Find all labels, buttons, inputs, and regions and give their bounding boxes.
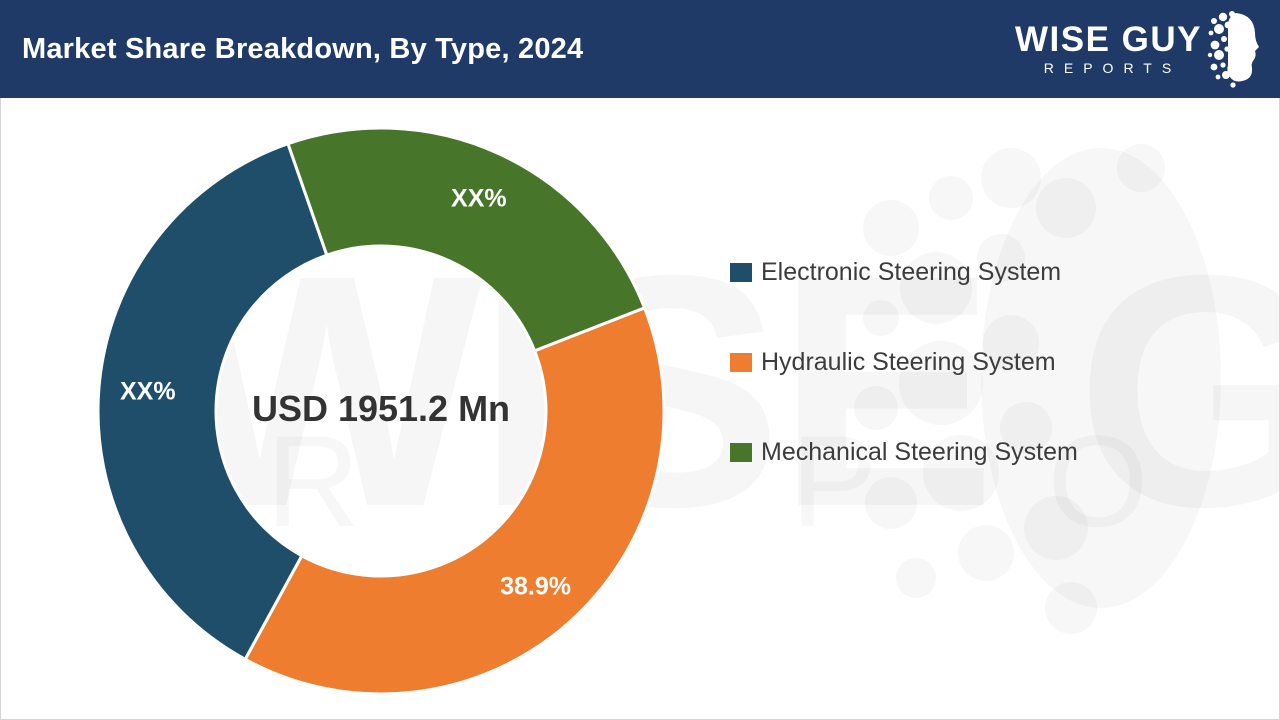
page-title: Market Share Breakdown, By Type, 2024	[22, 32, 584, 65]
segment-value-label: 38.9%	[500, 573, 571, 601]
logo-subtitle: REPORTS	[1043, 60, 1182, 76]
donut-chart: XX% 38.9% XX%	[96, 126, 666, 696]
legend-label: Hydraulic Steering System	[761, 347, 1056, 376]
donut-segment-hydraulic-steering-system	[243, 305, 666, 696]
chart-area: WISE GUY R E P O R T S XX%38.9%XX% USD 1…	[0, 98, 1280, 720]
logo-wordmark: WISE GUY	[1014, 20, 1202, 59]
legend-label: Mechanical Steering System	[761, 437, 1078, 466]
legend-swatch-electronic	[730, 262, 752, 282]
legend: Electronic Steering System Hydraulic Ste…	[730, 258, 1078, 528]
legend-item-hydraulic-steering-system: Hydraulic Steering System	[730, 348, 1078, 376]
legend-item-electronic-steering-system: Electronic Steering System	[730, 258, 1078, 286]
legend-label: Electronic Steering System	[761, 257, 1062, 286]
brand-logo-text: WISE GUY REPORTS	[1015, 22, 1202, 76]
donut-center-value: USD 1951.2 Mn	[251, 388, 511, 429]
legend-swatch-mechanical	[730, 442, 752, 462]
legend-item-mechanical-steering-system: Mechanical Steering System	[730, 438, 1078, 466]
donut-segment-electronic-steering-system	[96, 141, 329, 662]
legend-swatch-hydraulic	[730, 352, 752, 372]
segment-value-label: XX%	[451, 184, 507, 212]
donut-segment-mechanical-steering-system	[286, 126, 647, 353]
logo-head-icon	[1207, 11, 1259, 88]
header: Market Share Breakdown, By Type, 2024 WI…	[0, 0, 1280, 98]
brand-logo: WISE GUY REPORTS	[1015, 9, 1262, 89]
segment-value-label: XX%	[120, 378, 176, 406]
